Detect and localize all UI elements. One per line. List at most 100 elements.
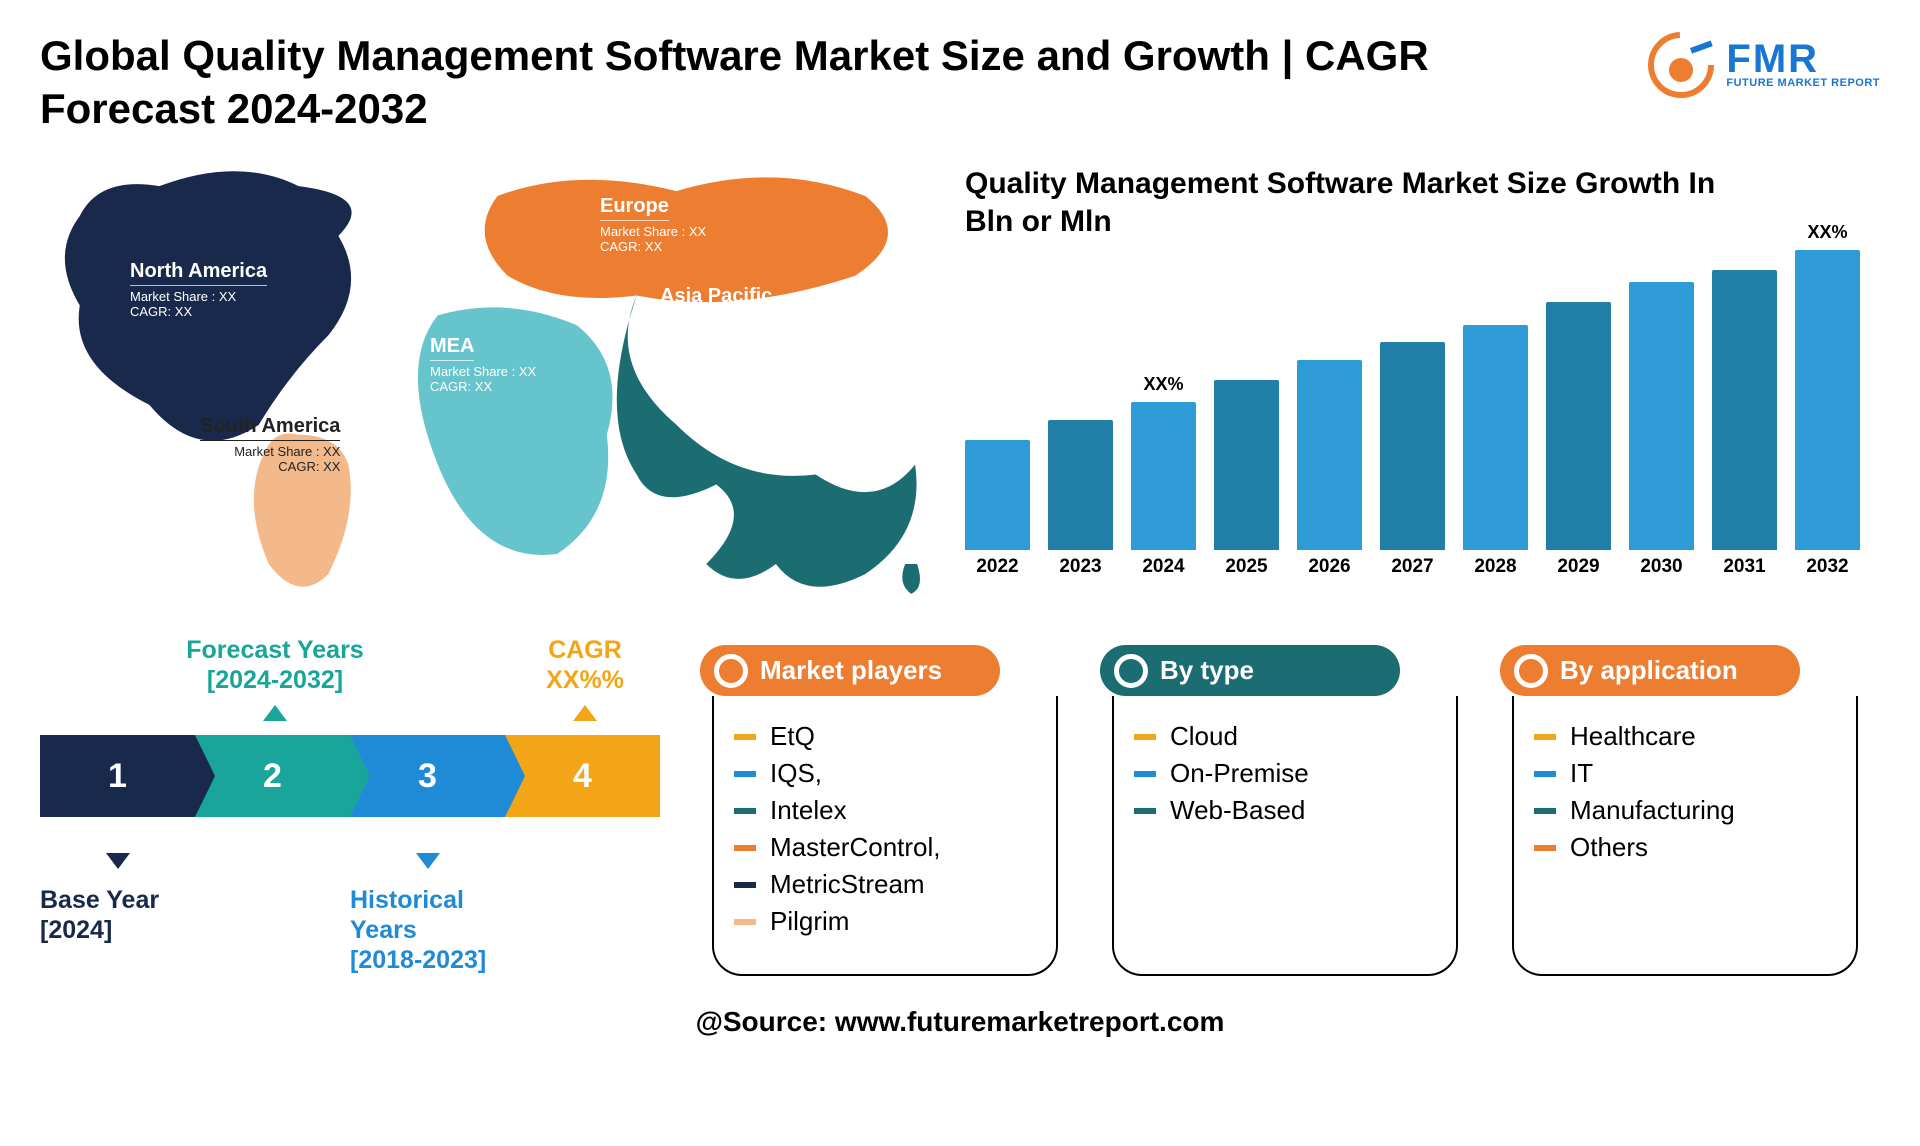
list-item: Others <box>1534 829 1836 866</box>
bar-2031 <box>1712 270 1777 550</box>
region-label-ap: Asia Pacific Market Share : XXCAGR: XX <box>660 285 772 344</box>
brand-logo: FMR FUTURE MARKET REPORT <box>1646 30 1880 100</box>
region-cagr: CAGR: XX <box>130 304 267 319</box>
page-title: Global Quality Management Software Marke… <box>40 30 1540 135</box>
mid-section: North AmericaMarket Share : XXCAGR: XXSo… <box>40 165 1880 605</box>
source-footer: @Source: www.futuremarketreport.com <box>40 1006 1880 1038</box>
bar-2029 <box>1546 302 1611 550</box>
bar-top-label: XX% <box>1143 374 1183 395</box>
region-share: Market Share : XX <box>200 444 340 459</box>
xaxis-year: 2022 <box>965 556 1030 578</box>
bar-2022 <box>965 440 1030 550</box>
bar-2030 <box>1629 282 1694 550</box>
timeline-bottom-label: Historical Years[2018-2023] <box>350 857 505 975</box>
xaxis-year: 2023 <box>1048 556 1113 578</box>
category-bracket: HealthcareITManufacturingOthers <box>1512 696 1858 976</box>
bar-rect <box>1712 270 1777 550</box>
xaxis-year: 2029 <box>1546 556 1611 578</box>
logo-subtitle: FUTURE MARKET REPORT <box>1726 77 1880 89</box>
list-item: EtQ <box>734 718 1036 755</box>
bar-2028 <box>1463 325 1528 550</box>
category-bracket: EtQIQS,IntelexMasterControl,MetricStream… <box>712 696 1058 976</box>
chart-xaxis: 2022 2023 2024 2025 2026 2027 2028 2029 2030 2031… <box>965 556 1860 578</box>
chart-title: Quality Management Software Market Size … <box>965 165 1860 240</box>
region-name: Europe <box>600 195 669 221</box>
bar-rect <box>1297 360 1362 550</box>
list-item: Web-Based <box>1134 792 1436 829</box>
logo-icon <box>1646 30 1716 100</box>
region-cagr: CAGR: XX <box>430 379 536 394</box>
region-share: Market Share : XX <box>600 224 706 239</box>
timeline-bar: 1234 <box>40 735 660 817</box>
timeline: Forecast Years[2024-2032]CAGRXX%% 1234 B… <box>40 645 660 976</box>
region-name: Asia Pacific <box>660 285 772 311</box>
category-bracket: CloudOn-PremiseWeb-Based <box>1112 696 1458 976</box>
bar-2024: XX% <box>1131 402 1196 550</box>
bar-rect: XX% <box>1795 250 1860 550</box>
list-item: On-Premise <box>1134 755 1436 792</box>
timeline-seg-1: 1 <box>40 735 195 817</box>
bar-rect <box>1463 325 1528 550</box>
category-list: CloudOn-PremiseWeb-Based <box>1134 718 1436 829</box>
region-name: North America <box>130 260 267 286</box>
header: Global Quality Management Software Marke… <box>40 30 1880 135</box>
chart-bars: XX% XX% <box>965 250 1860 550</box>
category-by-application: By application HealthcareITManufacturingO… <box>1490 645 1880 976</box>
bar-2023 <box>1048 420 1113 550</box>
region-cagr: CAGR: XX <box>600 239 706 254</box>
category-pill: By application <box>1500 645 1800 696</box>
bar-chart: Quality Management Software Market Size … <box>965 165 1880 605</box>
category-market-players: Market playersEtQIQS,IntelexMasterContro… <box>690 645 1080 976</box>
timeline-seg-3: 3 <box>350 735 505 817</box>
category-by-type: By type CloudOn-PremiseWeb-Based <box>1090 645 1480 976</box>
bar-2032: XX% <box>1795 250 1860 550</box>
bottom-section: Forecast Years[2024-2032]CAGRXX%% 1234 B… <box>40 645 1880 976</box>
list-item: Pilgrim <box>734 903 1036 940</box>
region-label-sa: South AmericaMarket Share : XXCAGR: XX <box>200 415 340 474</box>
bar-2027 <box>1380 342 1445 550</box>
bar-rect: XX% <box>1131 402 1196 550</box>
xaxis-year: 2025 <box>1214 556 1279 578</box>
xaxis-year: 2031 <box>1712 556 1777 578</box>
bar-rect <box>1546 302 1611 550</box>
list-item: Cloud <box>1134 718 1436 755</box>
category-columns: Market playersEtQIQS,IntelexMasterContro… <box>690 645 1880 976</box>
xaxis-year: 2027 <box>1380 556 1445 578</box>
region-name: MEA <box>430 335 474 361</box>
bar-2025 <box>1214 380 1279 550</box>
category-list: EtQIQS,IntelexMasterControl,MetricStream… <box>734 718 1036 940</box>
list-item: IT <box>1534 755 1836 792</box>
list-item: Intelex <box>734 792 1036 829</box>
region-share: Market Share : XX <box>430 364 536 379</box>
list-item: IQS, <box>734 755 1036 792</box>
xaxis-year: 2032 <box>1795 556 1860 578</box>
map-nz <box>902 564 920 594</box>
region-cagr: CAGR: XX <box>200 459 340 474</box>
bar-rect <box>1629 282 1694 550</box>
region-label-na: North AmericaMarket Share : XXCAGR: XX <box>130 260 267 319</box>
list-item: MetricStream <box>734 866 1036 903</box>
world-map: North AmericaMarket Share : XXCAGR: XXSo… <box>40 165 935 605</box>
bar-top-label: XX% <box>1807 222 1847 243</box>
region-cagr: CAGR: XX <box>660 329 772 344</box>
logo-brand-text: FMR <box>1726 41 1880 77</box>
xaxis-year: 2024 <box>1131 556 1196 578</box>
bar-2026 <box>1297 360 1362 550</box>
list-item: Manufacturing <box>1534 792 1836 829</box>
region-share: Market Share : XX <box>660 314 772 329</box>
timeline-seg-2: 2 <box>195 735 350 817</box>
timeline-top-label: CAGRXX%% <box>485 635 685 695</box>
timeline-seg-4: 4 <box>505 735 660 817</box>
list-item: MasterControl, <box>734 829 1036 866</box>
list-item: Healthcare <box>1534 718 1836 755</box>
category-list: HealthcareITManufacturingOthers <box>1534 718 1836 866</box>
category-pill: By type <box>1100 645 1400 696</box>
xaxis-year: 2028 <box>1463 556 1528 578</box>
bar-rect <box>1214 380 1279 550</box>
xaxis-year: 2030 <box>1629 556 1694 578</box>
timeline-top-label: Forecast Years[2024-2032] <box>175 635 375 695</box>
bar-rect <box>1048 420 1113 550</box>
bar-rect <box>965 440 1030 550</box>
xaxis-year: 2026 <box>1297 556 1362 578</box>
timeline-below: Base Year[2024]Historical Years[2018-202… <box>40 857 660 975</box>
